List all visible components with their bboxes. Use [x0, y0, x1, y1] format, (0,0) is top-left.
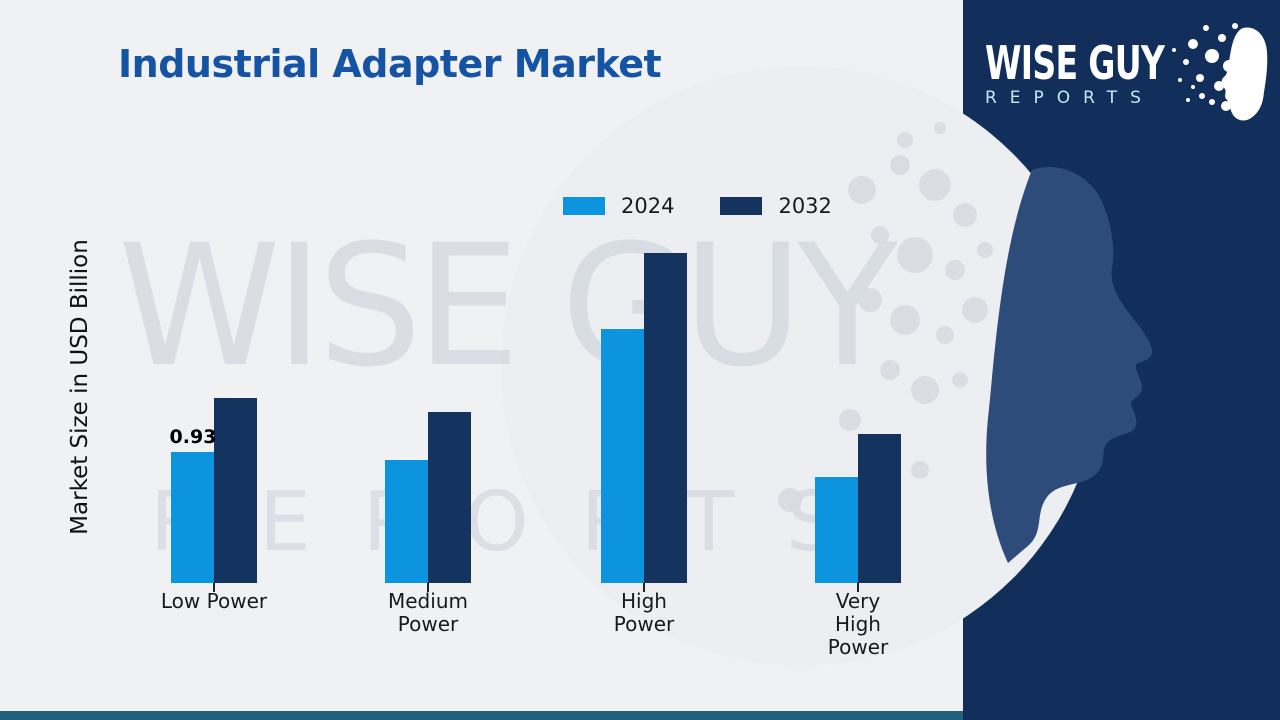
legend-item-2032: 2032 — [720, 194, 832, 218]
bar-2032-high-power — [644, 253, 687, 583]
page-title: Industrial Adapter Market — [118, 42, 662, 86]
watermark-line1: WISE GUY — [118, 208, 898, 404]
category-label-medium-power: Medium Power — [388, 589, 468, 636]
legend-item-2024: 2024 — [563, 194, 674, 218]
bar-2024-low-power — [171, 452, 214, 583]
legend: 2024 2032 — [563, 194, 832, 218]
legend-swatch-2032 — [720, 197, 763, 215]
watermark-line2: REPORTS — [150, 475, 890, 570]
legend-label-2032: 2032 — [778, 194, 832, 218]
x-axis-tick — [857, 583, 859, 592]
bar-2032-medium-power — [428, 412, 471, 583]
bar-2024-high-power — [601, 329, 644, 583]
x-axis-tick — [643, 583, 645, 592]
category-label-high-power: High Power — [613, 589, 675, 636]
bar-2024-very-high-power — [815, 477, 858, 583]
bar-value-label: 0.93 — [169, 426, 217, 448]
legend-label-2024: 2024 — [621, 194, 675, 218]
y-axis-label: Market Size in USD Billion — [67, 239, 93, 535]
bar-2032-very-high-power — [858, 434, 901, 583]
x-axis-tick — [213, 583, 215, 592]
bar-2024-medium-power — [385, 460, 428, 583]
x-axis-tick — [427, 583, 429, 592]
bar-2032-low-power — [214, 398, 257, 583]
category-label-low-power: Low Power — [160, 589, 268, 613]
bottom-accent-strip — [0, 711, 963, 720]
category-label-very-high-power: Very High Power — [827, 589, 889, 659]
legend-swatch-2024 — [563, 197, 605, 215]
brand-logo: WISE GUY REPORTS — [985, 40, 1234, 108]
brand-subname: REPORTS — [985, 88, 1154, 108]
brand-name: WISE GUY — [985, 36, 1165, 90]
